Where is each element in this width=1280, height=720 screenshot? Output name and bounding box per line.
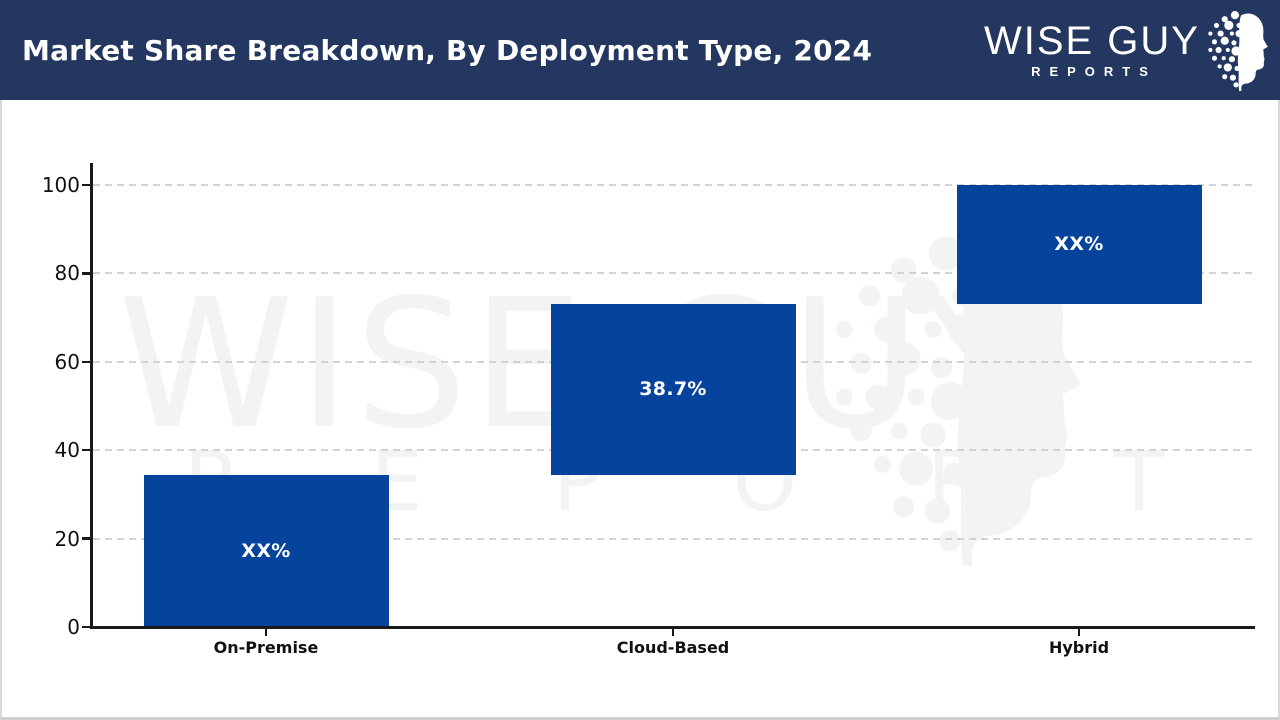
gridline-y-100 <box>93 184 1255 186</box>
y-tick-label-60: 60 <box>54 349 80 374</box>
bar-on-premise: XX% <box>143 474 389 627</box>
y-tick-20 <box>82 537 90 540</box>
chart-area: WISE GUY R E P O R T S 0 20 40 60 80 100 XX% On… <box>0 100 1280 720</box>
logo-wordmark: WISE GUY <box>983 19 1200 63</box>
gridline-y-80 <box>93 272 1255 275</box>
x-tick-label-1: Cloud-Based <box>616 638 730 657</box>
y-tick-100 <box>82 183 90 187</box>
header-bar: Market Share Breakdown, By Deployment Ty… <box>0 0 1280 100</box>
y-tick-40 <box>82 448 90 452</box>
y-tick-label-100: 100 <box>41 173 80 197</box>
y-tick-80 <box>82 272 90 275</box>
gridline-y-20 <box>93 537 1255 540</box>
bar-value-label: 38.7% <box>639 378 707 401</box>
y-tick-label-0: 0 <box>67 615 80 639</box>
bar-value-label: XX% <box>1054 233 1104 256</box>
bar-cloud-based: 38.7% <box>550 303 796 475</box>
x-tick-0 <box>264 629 268 636</box>
x-tick-1 <box>671 629 675 636</box>
chart-title: Market Share Breakdown, By Deployment Ty… <box>22 33 873 67</box>
x-tick-label-2: Hybrid <box>1048 638 1110 657</box>
y-tick-label-80: 80 <box>54 261 80 286</box>
bar-hybrid: XX% <box>956 185 1202 304</box>
logo-text: WISE GUY REPORTS <box>984 21 1200 79</box>
x-axis-line <box>90 626 1255 629</box>
x-tick-2 <box>1077 629 1081 636</box>
y-tick-0 <box>82 625 90 629</box>
wise-guy-reports-logo: WISE GUY REPORTS <box>984 9 1280 91</box>
bar-value-label: XX% <box>241 539 291 562</box>
y-tick-60 <box>82 360 90 364</box>
logo-head-icon <box>1208 11 1268 91</box>
logo-subtitle: REPORTS <box>1031 64 1157 79</box>
x-tick-label-0: On-Premise <box>213 638 319 657</box>
y-tick-label-40: 40 <box>54 438 80 463</box>
y-axis-line <box>90 163 93 629</box>
y-tick-label-20: 20 <box>54 526 80 551</box>
